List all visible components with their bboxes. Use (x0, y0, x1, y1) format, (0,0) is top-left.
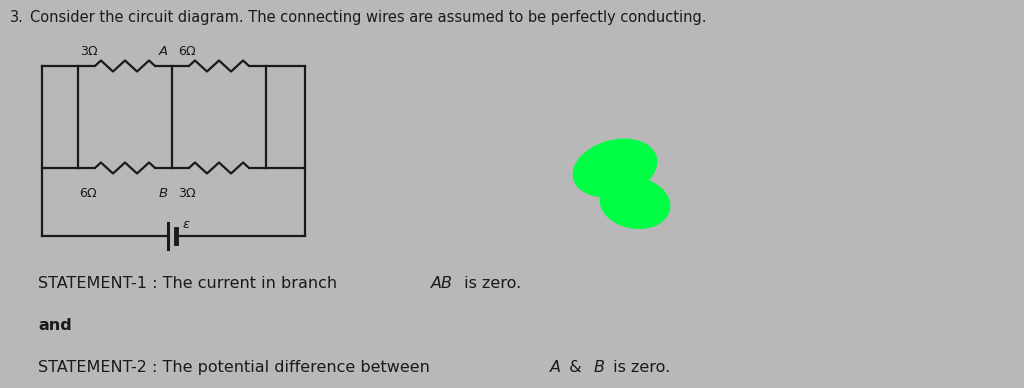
Ellipse shape (573, 139, 656, 197)
Text: 3$\Omega$: 3$\Omega$ (178, 187, 197, 200)
Text: 3.: 3. (10, 10, 24, 25)
Text: A: A (550, 360, 561, 375)
Text: $\varepsilon$: $\varepsilon$ (182, 218, 190, 231)
Text: is zero.: is zero. (459, 276, 521, 291)
Text: 6$\Omega$: 6$\Omega$ (178, 45, 197, 58)
Text: and: and (38, 318, 72, 333)
Text: &: & (564, 360, 587, 375)
Text: 6$\Omega$: 6$\Omega$ (79, 187, 98, 200)
Text: $B$: $B$ (158, 187, 168, 200)
Text: STATEMENT-1 : The current in branch: STATEMENT-1 : The current in branch (38, 276, 342, 291)
Text: is zero.: is zero. (608, 360, 671, 375)
Text: B: B (594, 360, 605, 375)
Text: Consider the circuit diagram. The connecting wires are assumed to be perfectly c: Consider the circuit diagram. The connec… (30, 10, 707, 25)
Text: STATEMENT-2 : The potential difference between: STATEMENT-2 : The potential difference b… (38, 360, 435, 375)
Text: $A$: $A$ (158, 45, 169, 58)
Text: AB: AB (430, 276, 453, 291)
Ellipse shape (600, 178, 670, 229)
Text: 3$\Omega$: 3$\Omega$ (80, 45, 99, 58)
